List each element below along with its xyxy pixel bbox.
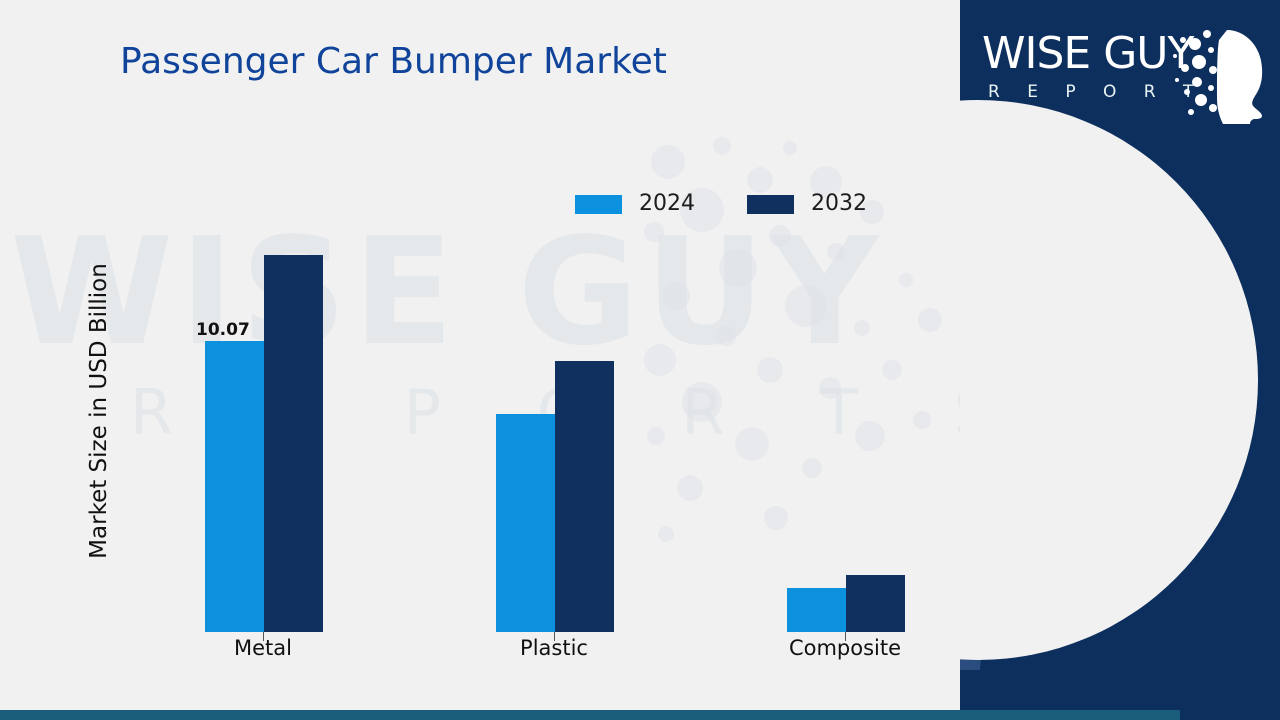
bar-composite-2024[interactable]: [787, 588, 846, 632]
x-tick-label-metal: Metal: [234, 636, 292, 660]
brand-logo[interactable]: WISE GUY R E P O R T S: [982, 24, 1263, 124]
x-tick-plastic: [554, 632, 555, 641]
bottom-accent-bar: [0, 710, 1180, 720]
page-title: Passenger Car Bumper Market: [120, 41, 667, 82]
logo-head-profile-icon: [1173, 30, 1263, 124]
plot-area: 10.07 Metal Plastic Composite: [196, 255, 905, 660]
x-tick-metal: [263, 632, 264, 641]
x-tick-composite: [845, 632, 846, 641]
bar-plastic-2032[interactable]: [555, 361, 614, 632]
legend-item-2032[interactable]: 2032: [747, 193, 867, 215]
legend-swatch-icon-2024: [575, 194, 622, 214]
bar-plastic-2024[interactable]: [496, 414, 555, 632]
brand-logo-reports-text: R E P O R T S: [988, 82, 1243, 102]
bar-metal-2032[interactable]: [264, 255, 323, 632]
x-tick-label-composite: Composite: [788, 636, 902, 660]
legend-item-2024[interactable]: 2024: [575, 193, 695, 215]
bar-metal-2024[interactable]: [205, 341, 264, 632]
legend-label-2032: 2032: [811, 191, 867, 216]
brand-logo-wiseguy-text: WISE GUY: [982, 28, 1194, 79]
chart-legend: 2024 2032: [575, 193, 867, 215]
legend-swatch-icon-2032: [747, 194, 794, 214]
bar-composite-2032[interactable]: [846, 575, 905, 632]
brand-panel: WISE GUY R E P O R T S: [960, 0, 1280, 720]
data-label-metal-2024: 10.07: [196, 320, 250, 340]
x-tick-label-plastic: Plastic: [520, 636, 588, 660]
legend-label-2024: 2024: [639, 191, 695, 216]
